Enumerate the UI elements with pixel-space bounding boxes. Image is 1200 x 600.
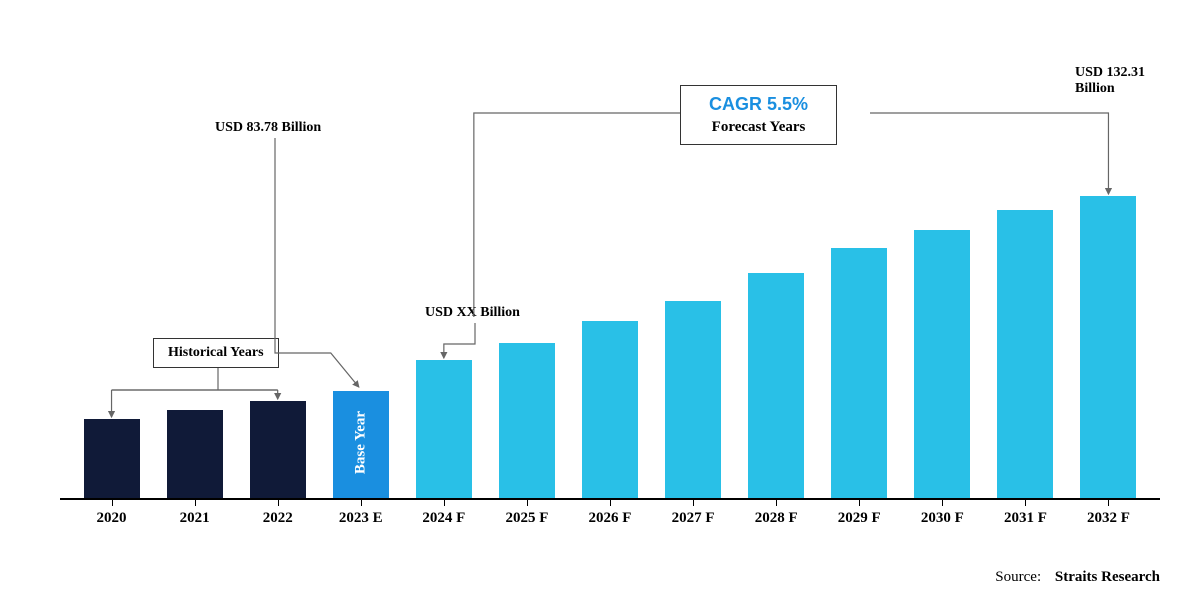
bar-slot xyxy=(485,343,568,498)
x-tick: 2025 F xyxy=(485,500,568,540)
bar-slot xyxy=(153,410,236,498)
x-axis: 2020202120222023 E2024 F2025 F2026 F2027… xyxy=(60,500,1160,540)
x-tick: 2021 xyxy=(153,500,236,540)
bar-slot xyxy=(652,301,735,498)
bar xyxy=(499,343,555,498)
historical-years-box: Historical Years xyxy=(153,338,279,368)
source-line: Source: Straits Research xyxy=(995,569,1160,586)
cagr-subtitle: Forecast Years xyxy=(709,119,808,136)
bar-slot xyxy=(984,210,1067,498)
bar xyxy=(582,321,638,498)
x-tick: 2031 F xyxy=(984,500,1067,540)
x-tick: 2032 F xyxy=(1067,500,1150,540)
bar-slot xyxy=(735,273,818,498)
value-2024-label: USD XX Billion xyxy=(425,305,520,321)
base-year-label: Base Year xyxy=(352,410,369,473)
bar-slot xyxy=(818,248,901,498)
cagr-title: CAGR 5.5% xyxy=(709,94,808,115)
bar-slot: Base Year xyxy=(319,391,402,498)
bars-group: Base Year xyxy=(60,30,1160,498)
bar xyxy=(167,410,223,498)
value-2032-label: USD 132.31 Billion xyxy=(1075,65,1160,97)
bar xyxy=(665,301,721,498)
bar-slot xyxy=(70,419,153,498)
chart-container: Base Year 2020202120222023 E2024 F2025 F… xyxy=(60,30,1160,540)
bar xyxy=(416,360,472,498)
plot-area: Base Year xyxy=(60,30,1160,500)
bar xyxy=(997,210,1053,498)
bar-slot xyxy=(236,401,319,498)
cagr-box: CAGR 5.5% Forecast Years xyxy=(680,85,837,145)
bar xyxy=(1080,196,1136,498)
historical-years-label: Historical Years xyxy=(168,345,264,360)
x-tick: 2020 xyxy=(70,500,153,540)
bar xyxy=(748,273,804,498)
x-tick: 2028 F xyxy=(735,500,818,540)
bar-slot xyxy=(1067,196,1150,498)
source-name: Straits Research xyxy=(1055,569,1160,585)
x-tick: 2027 F xyxy=(652,500,735,540)
x-tick: 2029 F xyxy=(818,500,901,540)
x-tick: 2030 F xyxy=(901,500,984,540)
bar-slot xyxy=(402,360,485,498)
bar xyxy=(250,401,306,498)
bar-slot xyxy=(568,321,651,498)
bar: Base Year xyxy=(333,391,389,498)
bar xyxy=(84,419,140,498)
bar-slot xyxy=(901,230,984,498)
value-2022-label: USD 83.78 Billion xyxy=(215,120,321,136)
bar xyxy=(914,230,970,498)
bar xyxy=(831,248,887,498)
x-tick: 2023 E xyxy=(319,500,402,540)
source-label: Source: xyxy=(995,569,1041,585)
x-tick: 2026 F xyxy=(568,500,651,540)
x-tick: 2024 F xyxy=(402,500,485,540)
x-tick: 2022 xyxy=(236,500,319,540)
